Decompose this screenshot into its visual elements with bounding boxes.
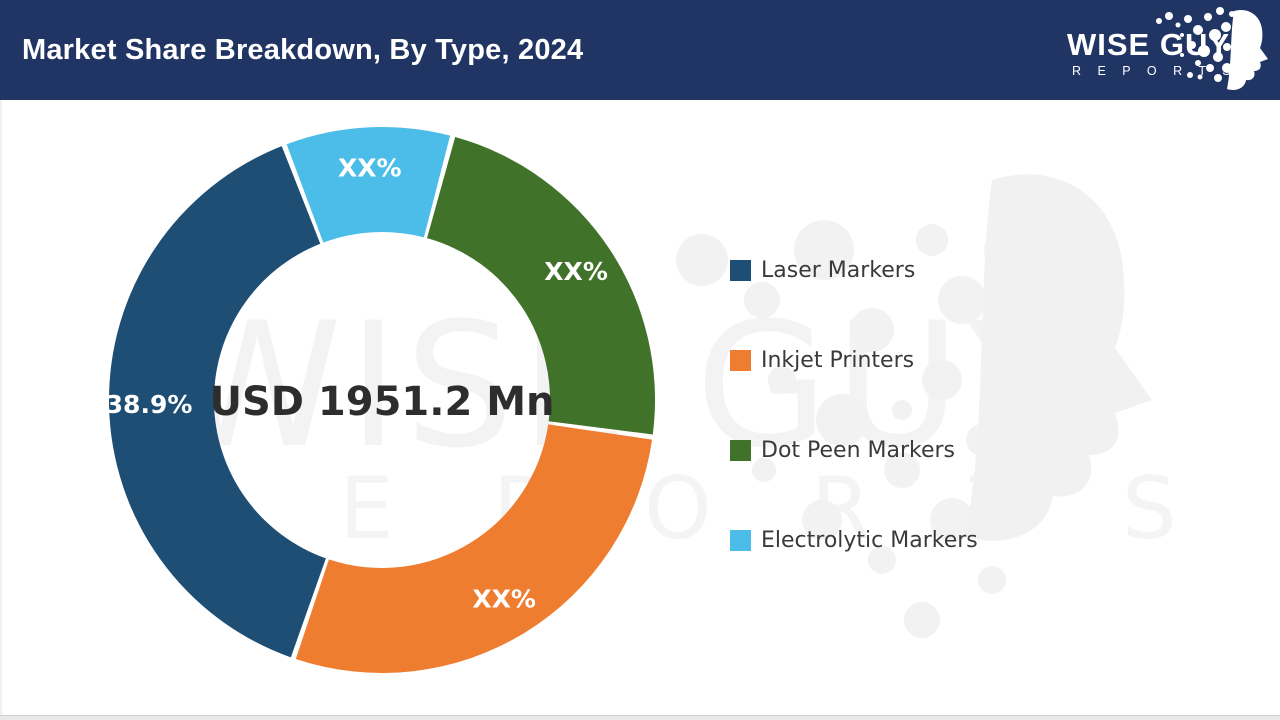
logo-subtitle-text: R E P O R T S — [1072, 64, 1237, 78]
legend-label: Electrolytic Markers — [761, 527, 978, 553]
legend-item-electrolytic-markers: Electrolytic Markers — [730, 526, 978, 554]
segment-label-dot-peen-markers: XX% — [544, 257, 608, 286]
watermark-face — [965, 174, 1152, 541]
legend-swatch-dot-peen-markers — [730, 439, 751, 461]
footer-strip — [0, 715, 1280, 720]
logo-dots-face-icon — [1156, 7, 1268, 90]
legend-item-dot-peen-markers: Dot Peen Markers — [730, 436, 955, 464]
legend-swatch-inkjet-printers — [730, 349, 751, 371]
legend-label: Dot Peen Markers — [761, 437, 956, 463]
segment-label-electrolytic-markers: XX% — [338, 153, 402, 182]
donut-segment-inkjet-printers — [295, 424, 653, 673]
legend-label: Laser Markers — [761, 257, 916, 283]
logo-text: WISE GUY — [1067, 27, 1230, 62]
chart-canvas: WISE GUY R E P O R T S XX% XX% XX% 38.9% US… — [0, 100, 1280, 715]
legend-swatch-electrolytic-markers — [730, 529, 751, 551]
wise-guy-reports-logo: WISE GUY R E P O R T S — [1067, 7, 1268, 90]
header-bar: Market Share Breakdown, By Type, 2024 WI… — [0, 0, 1280, 100]
legend-item-laser-markers: Laser Markers — [730, 256, 915, 284]
donut-segment-dot-peen-markers — [427, 136, 655, 435]
donut-segment-laser-markers — [108, 146, 326, 658]
legend-label: Inkjet Printers — [761, 347, 915, 373]
segment-label-laser-markers: 38.9% — [106, 390, 193, 419]
donut-center-value: USD 1951.2 Mn — [209, 379, 555, 425]
segment-label-inkjet-printers: XX% — [472, 584, 536, 613]
legend-item-inkjet-printers: Inkjet Printers — [730, 346, 914, 374]
page-title: Market Share Breakdown, By Type, 2024 — [22, 33, 584, 66]
donut-chart: XX% XX% XX% 38.9% — [106, 126, 655, 673]
legend-swatch-laser-markers — [730, 259, 751, 281]
donut-segment-electrolytic-markers — [286, 126, 451, 243]
